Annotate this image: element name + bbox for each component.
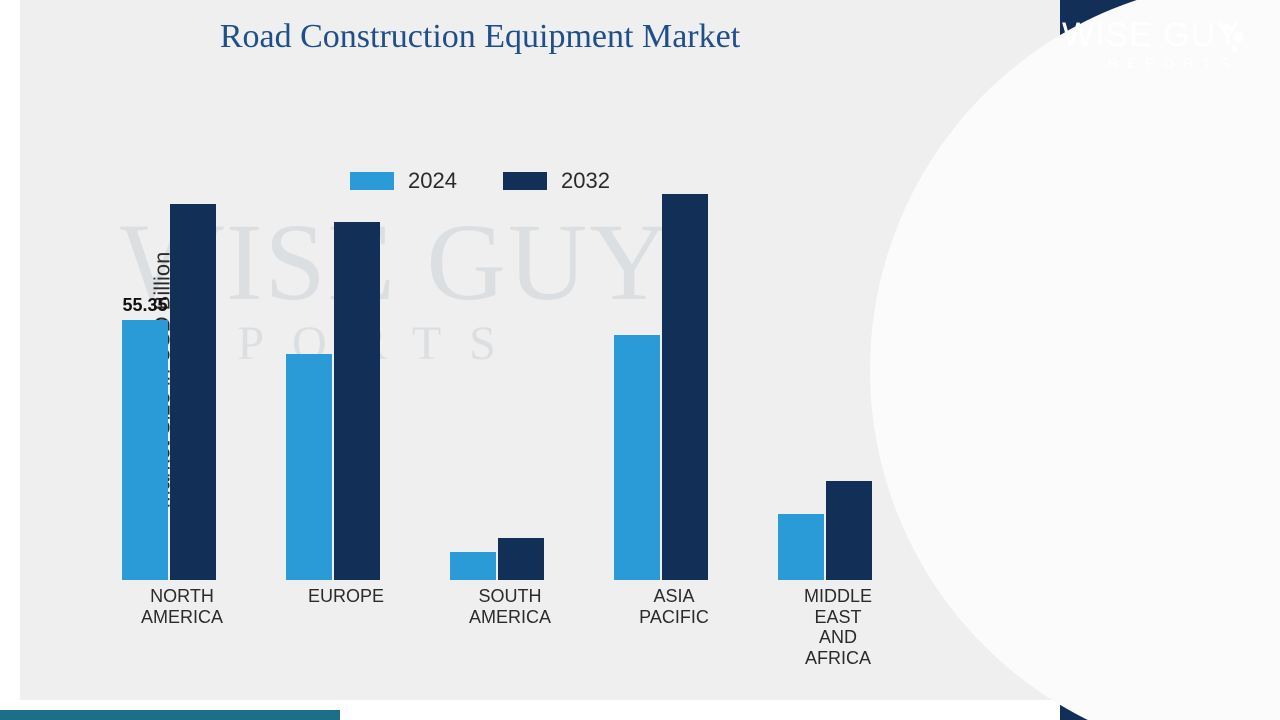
category-label: ASIAPACIFIC (599, 586, 749, 627)
chart-title: Road Construction Equipment Market (0, 18, 960, 56)
bar-2024 (778, 514, 824, 580)
bar-2032 (498, 538, 544, 580)
bar-2024 (122, 320, 168, 580)
bar-2032 (662, 194, 708, 580)
category-label: SOUTHAMERICA (435, 586, 585, 627)
bar-value-label: 55.35 (110, 295, 180, 316)
canvas: WISE GUY REPORTS Road Construction Equip… (0, 0, 1280, 720)
bar-2032 (170, 204, 216, 580)
bar-2024 (286, 354, 332, 580)
brand-logo-line2: REPORTS (1062, 56, 1240, 70)
category-label: NORTHAMERICA (107, 586, 257, 627)
bar-2032 (826, 481, 872, 580)
bottom-accent-bar (0, 710, 340, 720)
logo-dot-icon (1231, 46, 1238, 53)
brand-logo: WISE GUY REPORTS (1062, 18, 1240, 70)
plot-area: 55.35 (110, 180, 940, 580)
category-labels: NORTHAMERICA EUROPE SOUTHAMERICA ASIAPACIFI… (110, 582, 940, 712)
logo-dot-icon (1224, 24, 1230, 30)
category-label: MIDDLEEASTANDAFRICA (763, 586, 913, 669)
brand-logo-line1: WISE GUY (1062, 18, 1240, 52)
bar-2024 (450, 552, 496, 580)
category-label: EUROPE (271, 586, 421, 607)
logo-dot-icon (1234, 32, 1244, 42)
bar-2024 (614, 335, 660, 580)
bar-2032 (334, 222, 380, 580)
